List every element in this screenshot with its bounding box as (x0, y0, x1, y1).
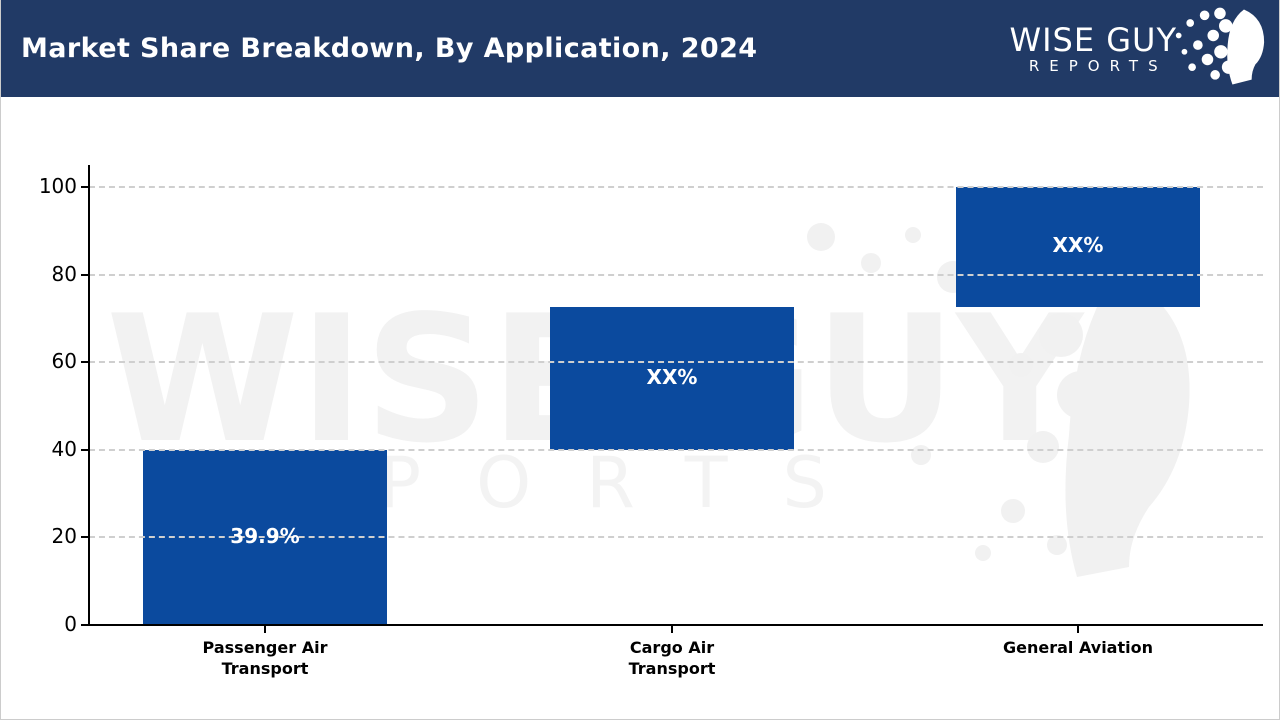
y-tick-label: 40 (51, 436, 77, 461)
y-axis-line (88, 165, 90, 625)
y-tick-label: 60 (51, 349, 77, 374)
x-axis-tick (264, 626, 266, 633)
face-dots-icon (1171, 5, 1267, 93)
x-tick-label: Cargo Air Transport (628, 638, 716, 678)
bar-value-label: XX% (646, 364, 698, 389)
y-axis-tick (81, 536, 88, 539)
y-axis-tick (81, 186, 88, 188)
y-axis-tick (81, 448, 88, 451)
brand-logo: WISE GUY REPORTS (1009, 5, 1267, 93)
brand-name-top: WISE GUY (1009, 20, 1177, 59)
x-tick-label: Passenger Air Transport (202, 638, 328, 678)
gridline-y20 (89, 536, 1263, 539)
y-axis-tick (81, 624, 88, 626)
header-bar: Market Share Breakdown, By Application, … (1, 0, 1279, 97)
x-axis-tick (671, 626, 673, 633)
x-axis-tick (1077, 626, 1079, 633)
bar-cargo-air-transport (550, 307, 794, 451)
y-axis-tick (81, 361, 88, 364)
x-tick-label: General Aviation (1002, 638, 1153, 657)
y-axis-tick (81, 273, 88, 276)
y-tick-label: 20 (51, 524, 77, 549)
gridline-y80 (89, 273, 1263, 276)
gridline-y40 (89, 448, 1263, 451)
bar-general-aviation (956, 187, 1200, 307)
page-title: Market Share Breakdown, By Application, … (21, 33, 758, 64)
bar-value-label: XX% (1052, 233, 1104, 257)
brand-name-bottom: REPORTS (1028, 56, 1168, 75)
y-tick-label: 100 (38, 174, 77, 198)
x-axis-line (88, 624, 1263, 626)
y-tick-label: 80 (51, 261, 77, 286)
y-tick-label: 0 (64, 612, 77, 636)
gridline-y60 (89, 361, 1263, 364)
bar-value-label: 39.9% (230, 523, 300, 548)
gridline-y100 (89, 186, 1263, 188)
brand-wordmark: WISE GUY REPORTS (1009, 24, 1177, 74)
